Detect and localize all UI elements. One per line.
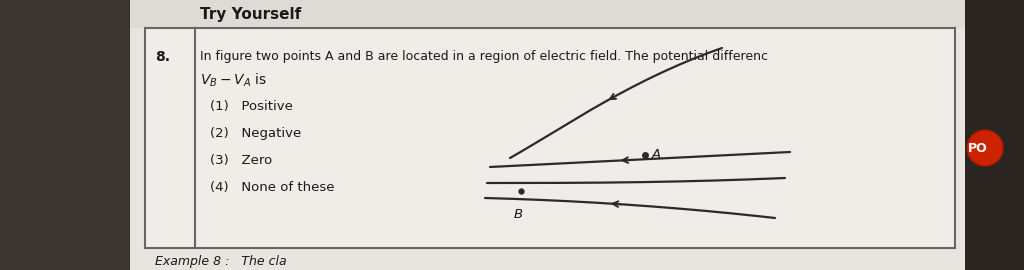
Text: PO: PO xyxy=(968,141,988,154)
Bar xyxy=(965,0,1024,270)
Text: (4)   None of these: (4) None of these xyxy=(210,181,335,194)
Bar xyxy=(0,0,130,270)
Text: B: B xyxy=(513,208,522,221)
Text: Try Yourself: Try Yourself xyxy=(200,6,301,22)
Text: $V_B - V_A$ is: $V_B - V_A$ is xyxy=(200,72,267,89)
Text: (2)   Negative: (2) Negative xyxy=(210,127,301,140)
Circle shape xyxy=(967,130,1002,166)
Text: A: A xyxy=(652,148,662,161)
Text: Example 8 :   The cla: Example 8 : The cla xyxy=(155,255,287,268)
FancyBboxPatch shape xyxy=(145,28,955,248)
Text: (1)   Positive: (1) Positive xyxy=(210,100,293,113)
Text: In figure two points A and B are located in a region of electric field. The pote: In figure two points A and B are located… xyxy=(200,50,768,63)
Text: (3)   Zero: (3) Zero xyxy=(210,154,272,167)
Bar xyxy=(130,0,1000,270)
Text: 8.: 8. xyxy=(155,50,170,64)
Bar xyxy=(130,0,965,28)
